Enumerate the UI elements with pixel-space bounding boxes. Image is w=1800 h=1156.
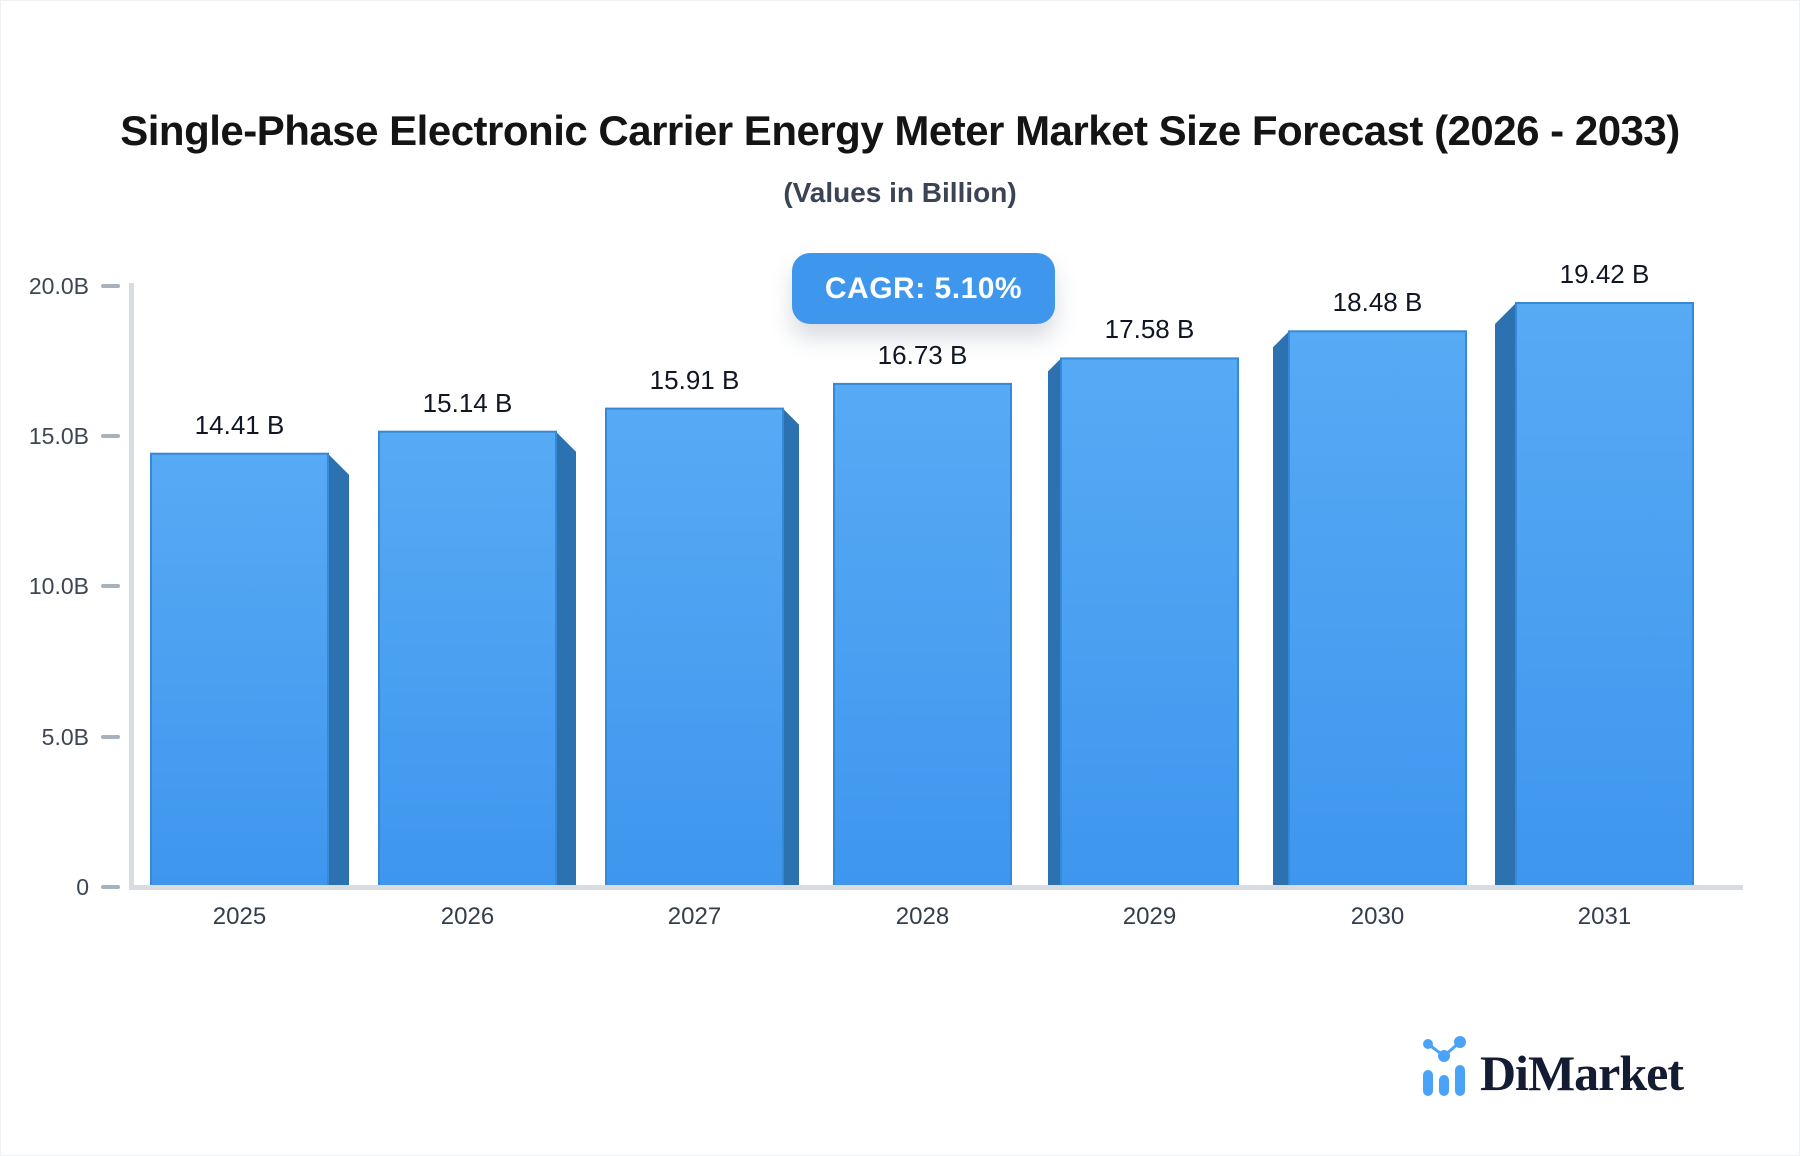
dimarket-logo: DiMarket bbox=[1422, 1034, 1684, 1101]
y-tick-label-10.0B: 10.0B bbox=[28, 573, 89, 600]
bar-value-label-2027: 15.91 B bbox=[649, 364, 740, 395]
y-tick-mark-10.0B bbox=[101, 584, 120, 589]
mini-bar-line-chart-icon bbox=[1422, 1036, 1466, 1096]
bar-side-face-2029 bbox=[1048, 358, 1061, 889]
chart-title: Single-Phase Electronic Carrier Energy M… bbox=[120, 107, 1680, 154]
bar-value-label-2030: 18.48 B bbox=[1332, 287, 1423, 318]
y-axis-line bbox=[129, 283, 134, 890]
bar-2030 bbox=[1288, 330, 1467, 890]
bar-side-face-2030 bbox=[1273, 331, 1289, 889]
bar-2028 bbox=[833, 382, 1012, 890]
bar-value-label-2031: 19.42 B bbox=[1559, 259, 1650, 289]
x-tick-label-2026: 2026 bbox=[440, 903, 495, 930]
x-tick-label-2029: 2029 bbox=[1122, 903, 1177, 930]
x-tick-label-2028: 2028 bbox=[895, 903, 950, 930]
y-tick-mark-20.0B bbox=[101, 283, 120, 288]
x-tick-label-2031: 2031 bbox=[1577, 903, 1632, 930]
y-tick-label-15.0B: 15.0B bbox=[28, 422, 89, 449]
bar-2029 bbox=[1060, 357, 1239, 890]
chart-subtitle: (Values in Billion) bbox=[783, 177, 1017, 208]
bar-2025 bbox=[150, 452, 329, 890]
y-tick-mark-15.0B bbox=[101, 433, 120, 438]
bar-side-face-2027 bbox=[783, 408, 799, 889]
bar-side-face-2026 bbox=[556, 431, 576, 889]
y-tick-label-5.0B: 5.0B bbox=[41, 723, 89, 750]
y-tick-label-0: 0 bbox=[76, 874, 89, 900]
y-tick-mark-0 bbox=[101, 885, 120, 889]
x-axis-line bbox=[129, 885, 1743, 890]
x-tick-label-2027: 2027 bbox=[667, 903, 722, 930]
cagr-badge-label: CAGR: 5.10% bbox=[824, 271, 1023, 305]
bar-side-face-2031 bbox=[1495, 303, 1516, 889]
x-tick-label-2025: 2025 bbox=[212, 903, 267, 930]
bar-side-face-2025 bbox=[328, 453, 349, 889]
dimarket-logo-text: DiMarket bbox=[1479, 1045, 1684, 1101]
bar-value-label-2025: 14.41 B bbox=[194, 409, 285, 440]
bar-value-label-2028: 16.73 B bbox=[877, 339, 968, 370]
x-tick-label-2030: 2030 bbox=[1350, 903, 1405, 930]
cagr-badge: CAGR: 5.10% bbox=[792, 253, 1055, 324]
bar-2031 bbox=[1515, 302, 1694, 890]
bar-value-label-2029: 17.58 B bbox=[1104, 314, 1195, 345]
y-tick-mark-5.0B bbox=[101, 734, 120, 739]
y-tick-label-20.0B: 20.0B bbox=[28, 272, 89, 299]
bar-value-label-2026: 15.14 B bbox=[422, 387, 513, 418]
bar-2027 bbox=[605, 407, 784, 890]
bar-2026 bbox=[378, 430, 557, 890]
